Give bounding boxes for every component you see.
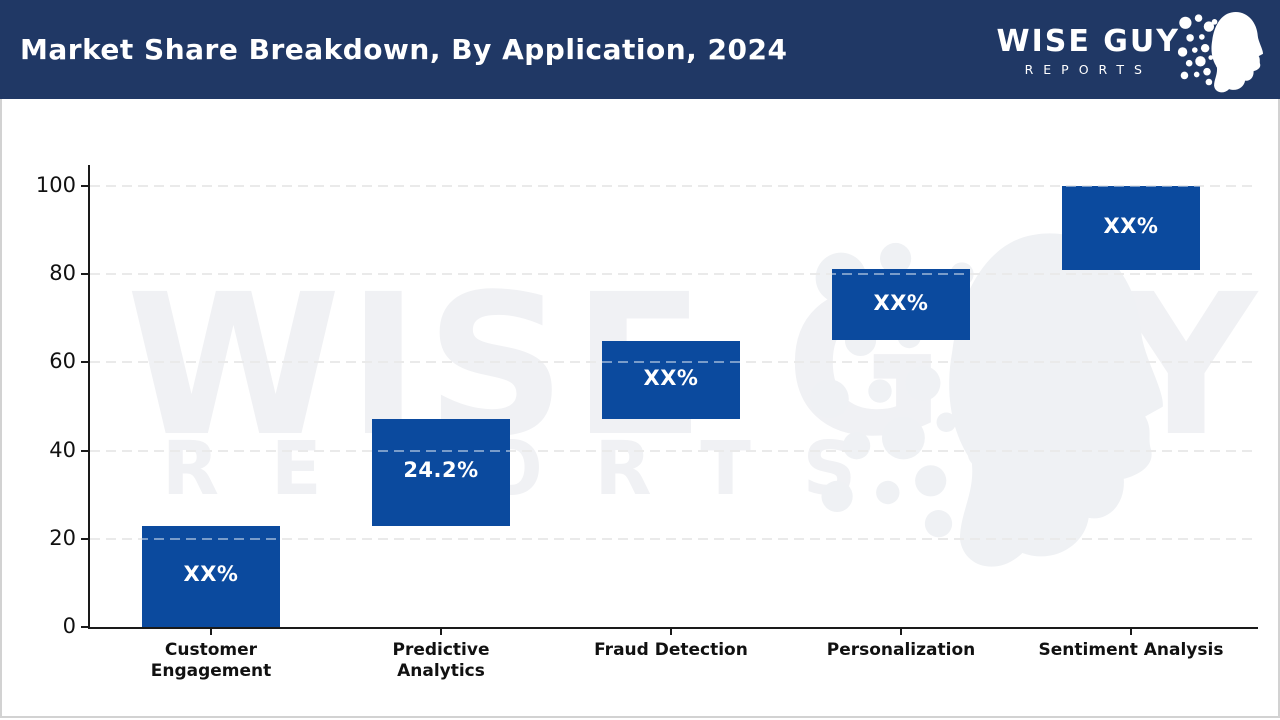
- x-tick-label: Fraud Detection: [594, 640, 748, 660]
- watermark-reports: REPORTS: [162, 426, 909, 512]
- gridline: [90, 537, 1258, 540]
- logo-reports-label: REPORTS: [1024, 62, 1152, 77]
- y-axis-line: [88, 165, 90, 629]
- gridline-overlay: [90, 537, 1258, 540]
- gridline-overlay: [90, 449, 1258, 452]
- x-tick: [440, 627, 442, 635]
- y-tick: [81, 626, 90, 628]
- bar-value-label: XX%: [1103, 213, 1159, 238]
- bar-value-label: 24.2%: [403, 458, 479, 483]
- gridline-overlay: [90, 361, 1258, 364]
- x-tick-label: Sentiment Analysis: [1038, 640, 1224, 660]
- x-tick: [670, 627, 672, 635]
- bar: [142, 525, 280, 627]
- bar-value-label: XX%: [183, 562, 239, 587]
- y-tick-label: 20: [49, 525, 76, 550]
- x-tick: [210, 627, 212, 635]
- y-tick-label: 60: [49, 349, 76, 374]
- y-tick: [81, 273, 90, 276]
- gridline: [90, 273, 1258, 276]
- y-tick-label: 80: [49, 261, 76, 286]
- bar-value-label: XX%: [873, 290, 929, 315]
- y-tick: [81, 449, 90, 452]
- y-tick-label: 0: [62, 614, 76, 638]
- y-tick: [81, 537, 90, 540]
- bar-value-label: XX%: [643, 366, 699, 391]
- bar: [1062, 186, 1200, 270]
- gridline-overlay: [90, 273, 1258, 276]
- x-tick: [900, 627, 902, 635]
- gridline: [90, 185, 1258, 187]
- bar: [372, 418, 510, 526]
- logo-face-icon: [1177, 12, 1263, 93]
- bar: [602, 341, 740, 419]
- page-border-right: [1278, 99, 1280, 718]
- bar: [832, 268, 970, 341]
- y-tick-label: 40: [49, 437, 76, 462]
- logo-wordmark: WISE GUY: [996, 24, 1180, 59]
- x-tick-label: Customer Engagement: [150, 640, 272, 682]
- x-axis-line: [88, 627, 1258, 629]
- x-tick: [1130, 627, 1132, 635]
- y-tick: [81, 185, 90, 187]
- page-title: Market Share Breakdown, By Application, …: [20, 33, 788, 66]
- x-tick-label: Personalization: [826, 640, 976, 660]
- logo: WISE GUY REPORTS: [996, 6, 1268, 94]
- x-tick-label: Predictive Analytics: [392, 640, 490, 682]
- y-tick-label: 100: [35, 173, 76, 197]
- gridline-overlay: [90, 185, 1258, 187]
- header: Market Share Breakdown, By Application, …: [0, 0, 1280, 99]
- page-border-left: [0, 99, 2, 718]
- y-tick: [81, 361, 90, 364]
- gridline: [90, 449, 1258, 452]
- page-border-bottom: [0, 716, 1280, 718]
